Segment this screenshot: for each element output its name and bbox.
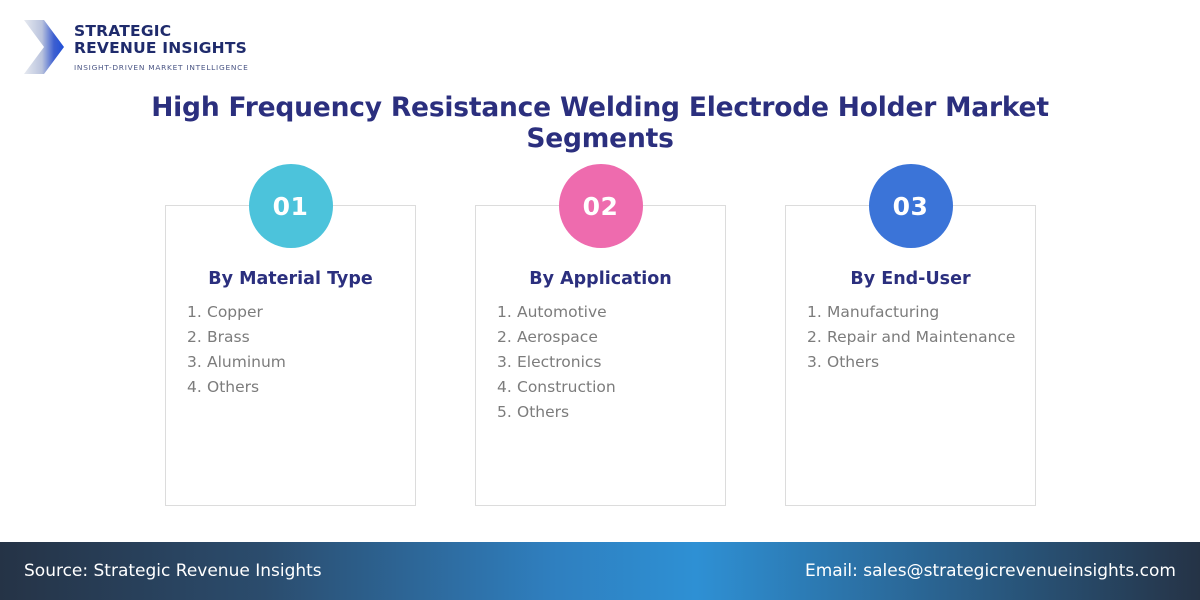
segment-item-list: 1. Copper 2. Brass 3. Aluminum 4. Others bbox=[187, 300, 403, 400]
list-item: 1. Manufacturing bbox=[807, 303, 940, 321]
segment-number-badge: 03 bbox=[868, 164, 953, 248]
segment-number-badge: 02 bbox=[558, 164, 643, 248]
segment-title: By Material Type bbox=[208, 269, 373, 289]
logo-name-line1: STRATEGIC bbox=[74, 22, 172, 40]
list-item: 3. Others bbox=[807, 353, 880, 371]
logo-tagline: INSIGHT-DRIVEN MARKET INTELLIGENCE bbox=[74, 63, 249, 72]
list-item: 1. Automotive bbox=[497, 303, 607, 321]
segment-item-list: 1. Manufacturing 2. Repair and Maintenance… bbox=[807, 300, 1023, 375]
segment-item-list: 1. Automotive 2. Aerospace 3. Electronics 4… bbox=[497, 300, 713, 425]
footer-source: Source: Strategic Revenue Insights bbox=[24, 561, 322, 581]
segment-number-badge: 01 bbox=[248, 164, 333, 248]
footer-bar: Source: Strategic Revenue Insights Email… bbox=[0, 542, 1200, 600]
list-item: 4. Construction bbox=[497, 378, 616, 396]
list-item: 4. Others bbox=[187, 378, 260, 396]
segment-card-application: 02 By Application 1. Automotive 2. Aerospa… bbox=[475, 164, 726, 506]
list-item: 1. Copper bbox=[187, 303, 263, 321]
page-title: High Frequency Resistance Welding Electr… bbox=[151, 92, 1049, 154]
list-item: 2. Brass bbox=[187, 328, 250, 346]
footer-email[interactable]: Email: sales@strategicrevenueinsights.co… bbox=[804, 561, 1176, 581]
list-item: 2. Aerospace bbox=[497, 328, 598, 346]
brand-logo: STRATEGIC REVENUE INSIGHTS INSIGHT-DRIVE… bbox=[22, 18, 249, 76]
logo-name-line2: REVENUE INSIGHTS bbox=[74, 38, 247, 57]
segment-card-material-type: 01 By Material Type 1. Copper 2. Brass 3. A… bbox=[165, 164, 416, 506]
segment-title: By End-User bbox=[850, 269, 971, 289]
list-item: 3. Electronics bbox=[497, 353, 602, 371]
chevron-arrow-icon bbox=[22, 18, 66, 76]
list-item: 2. Repair and Maintenance bbox=[807, 328, 1016, 346]
segment-title: By Application bbox=[529, 269, 672, 289]
segment-card-end-user: 03 By End-User 1. Manufacturing 2. Repair … bbox=[785, 164, 1036, 506]
segments-container: 01 By Material Type 1. Copper 2. Brass 3. A… bbox=[165, 164, 1036, 506]
list-item: 3. Aluminum bbox=[187, 353, 286, 371]
list-item: 5. Others bbox=[497, 403, 570, 421]
logo-wordmark: STRATEGIC REVENUE INSIGHTS INSIGHT-DRIVE… bbox=[74, 18, 249, 72]
